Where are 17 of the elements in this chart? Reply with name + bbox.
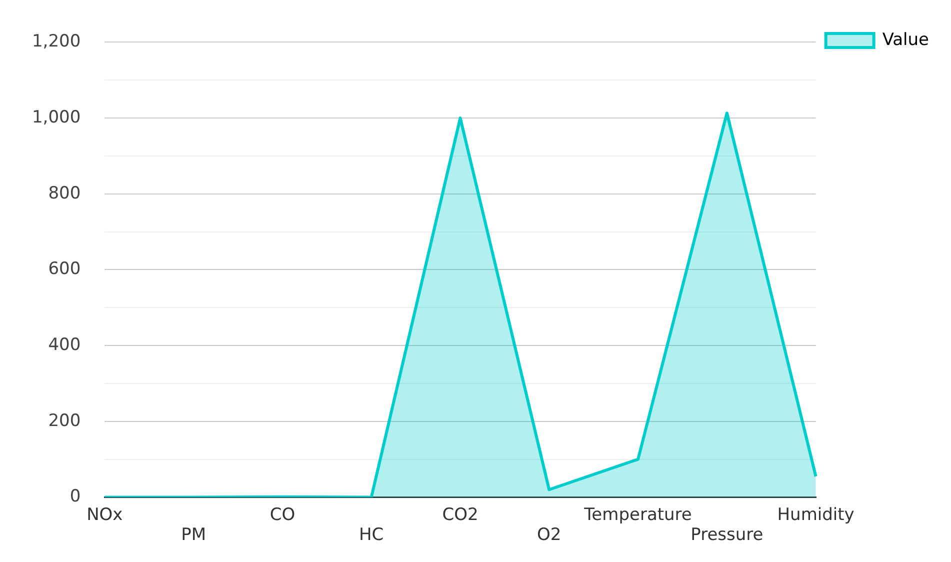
- y-tick-label: 1,000: [32, 107, 81, 128]
- x-tick-label: CO2: [442, 504, 478, 525]
- x-tick-label: PM: [181, 525, 206, 546]
- x-tick-label: Temperature: [583, 504, 692, 525]
- y-tick-label: 0: [70, 486, 81, 507]
- x-tick-label: Pressure: [690, 525, 764, 546]
- x-tick-label: NOx: [86, 504, 123, 525]
- x-tick-label: HC: [359, 525, 384, 546]
- y-tick-label: 800: [48, 183, 81, 204]
- y-tick-label: 400: [48, 334, 81, 355]
- y-tick-label: 1,200: [32, 32, 81, 52]
- x-tick-label: O2: [537, 525, 562, 546]
- x-tick-label: Humidity: [777, 504, 854, 525]
- y-tick-label: 600: [48, 259, 81, 280]
- y-tick-label: 200: [48, 410, 81, 431]
- legend-label: Value: [882, 30, 930, 50]
- x-tick-label: CO: [270, 504, 296, 525]
